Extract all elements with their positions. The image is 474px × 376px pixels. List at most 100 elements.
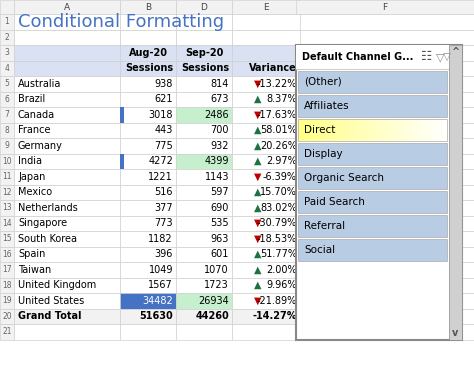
Text: Singapore: Singapore	[18, 218, 67, 228]
Bar	[176, 29, 232, 45]
Bar	[0, 107, 14, 123]
Text: Organic Search: Organic Search	[304, 173, 384, 183]
Bar	[442, 119, 447, 141]
Bar	[14, 0, 120, 14]
Bar	[232, 277, 300, 293]
Bar	[176, 215, 232, 231]
Bar	[232, 169, 300, 185]
Text: 13: 13	[2, 203, 12, 212]
Text: B: B	[145, 3, 151, 12]
Bar	[298, 167, 447, 189]
Text: -13.22%: -13.22%	[256, 79, 297, 89]
Bar	[14, 293, 120, 308]
Text: 690: 690	[210, 203, 229, 213]
Bar	[0, 293, 14, 308]
Bar	[422, 119, 428, 141]
Bar	[120, 29, 176, 45]
Text: 773: 773	[155, 218, 173, 228]
Bar	[303, 119, 309, 141]
Bar	[176, 277, 232, 293]
Text: 516: 516	[155, 187, 173, 197]
Text: Paid Search: Paid Search	[304, 197, 365, 207]
Bar	[232, 185, 300, 200]
Bar	[397, 119, 403, 141]
Text: 4272: 4272	[148, 156, 173, 166]
Text: ▼: ▼	[254, 79, 262, 89]
Bar	[0, 91, 14, 107]
Bar	[14, 231, 120, 247]
Bar	[417, 119, 423, 141]
Bar	[437, 119, 443, 141]
Text: 1182: 1182	[148, 234, 173, 244]
Text: 58.01%: 58.01%	[260, 125, 297, 135]
Bar	[14, 308, 120, 324]
Text: Sessions: Sessions	[181, 63, 229, 73]
Bar	[0, 138, 14, 153]
Text: 963: 963	[210, 234, 229, 244]
Bar	[120, 262, 176, 277]
Bar	[232, 153, 300, 169]
Text: -30.79%: -30.79%	[257, 218, 297, 228]
Bar	[296, 277, 474, 293]
Bar	[120, 324, 176, 340]
Text: 17: 17	[2, 265, 12, 274]
Bar	[0, 262, 14, 277]
Bar	[296, 123, 474, 138]
Bar	[402, 119, 408, 141]
Bar	[232, 123, 300, 138]
Bar	[176, 200, 232, 215]
Text: Japan: Japan	[18, 172, 46, 182]
Text: United Kingdom: United Kingdom	[18, 280, 96, 290]
Bar	[298, 143, 447, 165]
Text: 10: 10	[2, 157, 12, 166]
Text: ☷: ☷	[421, 50, 432, 64]
Text: 11: 11	[2, 172, 12, 181]
Bar	[377, 119, 383, 141]
Bar	[232, 107, 300, 123]
Text: ▲: ▲	[254, 203, 262, 213]
Bar	[333, 119, 338, 141]
Bar	[0, 200, 14, 215]
Text: ▲: ▲	[254, 156, 262, 166]
Bar	[296, 14, 474, 29]
Bar	[14, 123, 120, 138]
Bar	[343, 119, 348, 141]
Bar	[14, 215, 120, 231]
Bar	[232, 262, 300, 277]
Text: 19: 19	[2, 296, 12, 305]
Bar	[296, 215, 474, 231]
Bar	[0, 61, 14, 76]
Bar	[298, 71, 447, 93]
Text: F: F	[383, 3, 388, 12]
Bar	[120, 107, 176, 123]
Bar	[176, 308, 232, 324]
Bar	[14, 200, 120, 215]
Bar	[176, 123, 232, 138]
Bar	[0, 153, 14, 169]
Text: Referral: Referral	[304, 221, 345, 231]
Bar	[313, 119, 319, 141]
Text: A: A	[64, 3, 70, 12]
Text: 601: 601	[210, 249, 229, 259]
Text: 20: 20	[2, 312, 12, 321]
Text: 12: 12	[2, 188, 12, 197]
Bar	[232, 324, 300, 340]
Text: 51.77%: 51.77%	[260, 249, 297, 259]
Text: 700: 700	[210, 125, 229, 135]
Text: 1143: 1143	[204, 172, 229, 182]
Bar	[296, 0, 474, 14]
Bar	[296, 76, 474, 91]
Bar	[347, 119, 353, 141]
Text: 1: 1	[5, 17, 9, 26]
Bar	[176, 14, 232, 29]
Text: ▼: ▼	[254, 296, 262, 306]
Bar	[176, 0, 232, 14]
Text: Direct: Direct	[304, 125, 336, 135]
Bar	[14, 91, 120, 107]
Bar	[120, 138, 176, 153]
Bar	[14, 153, 120, 169]
Bar	[318, 119, 323, 141]
Bar	[120, 293, 176, 308]
Bar	[353, 119, 358, 141]
Bar	[296, 308, 474, 324]
